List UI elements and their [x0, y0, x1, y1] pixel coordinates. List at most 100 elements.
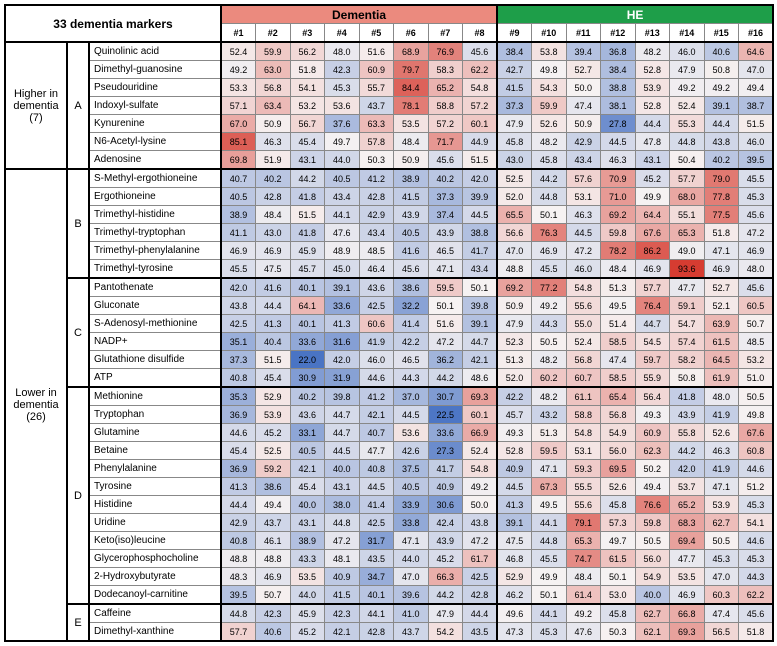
heatmap-cell: 40.9	[497, 460, 532, 478]
heatmap-cell: 45.5	[739, 169, 774, 188]
heatmap-cell: 47.9	[497, 115, 532, 133]
heatmap-cell: 33.6	[325, 297, 360, 315]
heatmap-cell: 47.6	[325, 224, 360, 242]
heatmap-cell: 44.1	[359, 604, 394, 623]
heatmap-cell: 61.9	[704, 369, 739, 388]
heatmap-cell: 42.1	[290, 460, 325, 478]
heatmap-cell: 67.3	[532, 478, 567, 496]
heatmap-cell: 65.2	[670, 496, 705, 514]
heatmap-cell: 55.0	[566, 315, 601, 333]
heatmap-cell: 46.1	[256, 532, 291, 550]
heatmap-cell: 42.3	[256, 604, 291, 623]
heatmap-cell: 47.2	[739, 224, 774, 242]
heatmap-cell: 44.6	[221, 424, 256, 442]
heatmap-cell: 49.9	[532, 568, 567, 586]
heatmap-cell: 30.7	[428, 387, 463, 406]
heatmap-cell: 41.3	[497, 496, 532, 514]
heatmap-cell: 41.5	[325, 586, 360, 605]
heatmap-cell: 54.8	[566, 278, 601, 297]
heatmap-cell: 43.1	[290, 514, 325, 532]
heatmap-cell: 43.5	[463, 623, 498, 642]
marker-name: Glutamine	[89, 424, 221, 442]
heatmap-cell: 49.5	[532, 496, 567, 514]
heatmap-cell: 55.3	[670, 115, 705, 133]
heatmap-cell: 57.7	[635, 278, 670, 297]
heatmap-cell: 41.7	[463, 242, 498, 260]
heatmap-cell: 41.6	[394, 242, 429, 260]
heatmap-cell: 45.2	[290, 623, 325, 642]
heatmap-cell: 52.4	[670, 97, 705, 115]
heatmap-cell: 55.8	[670, 424, 705, 442]
sample-header: #7	[428, 24, 463, 43]
heatmap-cell: 31.6	[325, 333, 360, 351]
marker-name: Trimethyl-tryptophan	[89, 224, 221, 242]
heatmap-cell: 38.9	[394, 169, 429, 188]
heatmap-cell: 77.5	[704, 206, 739, 224]
sub-group-label: D	[67, 387, 89, 604]
heatmap-cell: 53.7	[670, 478, 705, 496]
heatmap-cell: 44.5	[325, 442, 360, 460]
heatmap-cell: 49.7	[601, 532, 636, 550]
heatmap-cell: 65.4	[601, 387, 636, 406]
heatmap-cell: 84.4	[394, 79, 429, 97]
heatmap-cell: 48.3	[221, 568, 256, 586]
heatmap-cell: 47.0	[704, 568, 739, 586]
heatmap-cell: 55.7	[359, 79, 394, 97]
heatmap-cell: 54.9	[601, 424, 636, 442]
heatmap-cell: 56.7	[290, 115, 325, 133]
heatmap-cell: 42.0	[670, 460, 705, 478]
heatmap-cell: 51.5	[463, 151, 498, 170]
heatmap-cell: 58.5	[601, 333, 636, 351]
heatmap-cell: 43.8	[221, 297, 256, 315]
heatmap-cell: 58.5	[601, 369, 636, 388]
marker-name: Pantothenate	[89, 278, 221, 297]
heatmap-cell: 50.2	[635, 460, 670, 478]
heatmap-cell: 38.6	[256, 478, 291, 496]
heatmap-cell: 77.8	[704, 188, 739, 206]
heatmap-cell: 50.5	[635, 532, 670, 550]
heatmap-cell: 40.5	[394, 478, 429, 496]
marker-name: Kynurenine	[89, 115, 221, 133]
heatmap-cell: 45.4	[256, 369, 291, 388]
heatmap-cell: 43.9	[428, 224, 463, 242]
heatmap-cell: 52.6	[601, 478, 636, 496]
heatmap-cell: 42.7	[497, 61, 532, 79]
heatmap-cell: 22.0	[290, 351, 325, 369]
heatmap-cell: 52.6	[532, 115, 567, 133]
heatmap-cell: 69.5	[601, 460, 636, 478]
sample-header: #8	[463, 24, 498, 43]
heatmap-cell: 42.8	[359, 623, 394, 642]
heatmap-cell: 64.1	[290, 297, 325, 315]
heatmap-cell: 50.1	[428, 297, 463, 315]
heatmap-cell: 53.2	[739, 351, 774, 369]
heatmap-cell: 52.4	[566, 333, 601, 351]
heatmap-cell: 47.0	[394, 568, 429, 586]
heatmap-cell: 59.7	[635, 351, 670, 369]
heatmap-cell: 45.3	[739, 188, 774, 206]
heatmap-cell: 61.5	[601, 550, 636, 568]
heatmap-cell: 60.1	[463, 406, 498, 424]
heatmap-cell: 50.7	[256, 586, 291, 605]
heatmap-cell: 41.4	[359, 496, 394, 514]
heatmap-cell: 44.8	[221, 604, 256, 623]
heatmap-cell: 37.3	[428, 188, 463, 206]
heatmap-cell: 49.0	[670, 242, 705, 260]
heatmap-cell: 44.5	[359, 478, 394, 496]
heatmap-cell: 44.4	[256, 297, 291, 315]
heatmap-cell: 46.9	[635, 260, 670, 279]
heatmap-cell: 44.2	[428, 586, 463, 605]
heatmap-cell: 59.9	[256, 42, 291, 61]
marker-name: Trimethyl-tyrosine	[89, 260, 221, 279]
heatmap-cell: 42.1	[359, 406, 394, 424]
heatmap-cell: 46.9	[739, 242, 774, 260]
heatmap-cell: 38.4	[601, 61, 636, 79]
heatmap-cell: 46.3	[704, 442, 739, 460]
heatmap-cell: 42.1	[325, 623, 360, 642]
heatmap-cell: 43.4	[463, 260, 498, 279]
heatmap-cell: 50.0	[463, 496, 498, 514]
marker-name: Adenosine	[89, 151, 221, 170]
heatmap-cell: 54.8	[566, 424, 601, 442]
heatmap-cell: 58.3	[428, 61, 463, 79]
heatmap-cell: 53.6	[325, 97, 360, 115]
heatmap-cell: 59.5	[532, 442, 567, 460]
